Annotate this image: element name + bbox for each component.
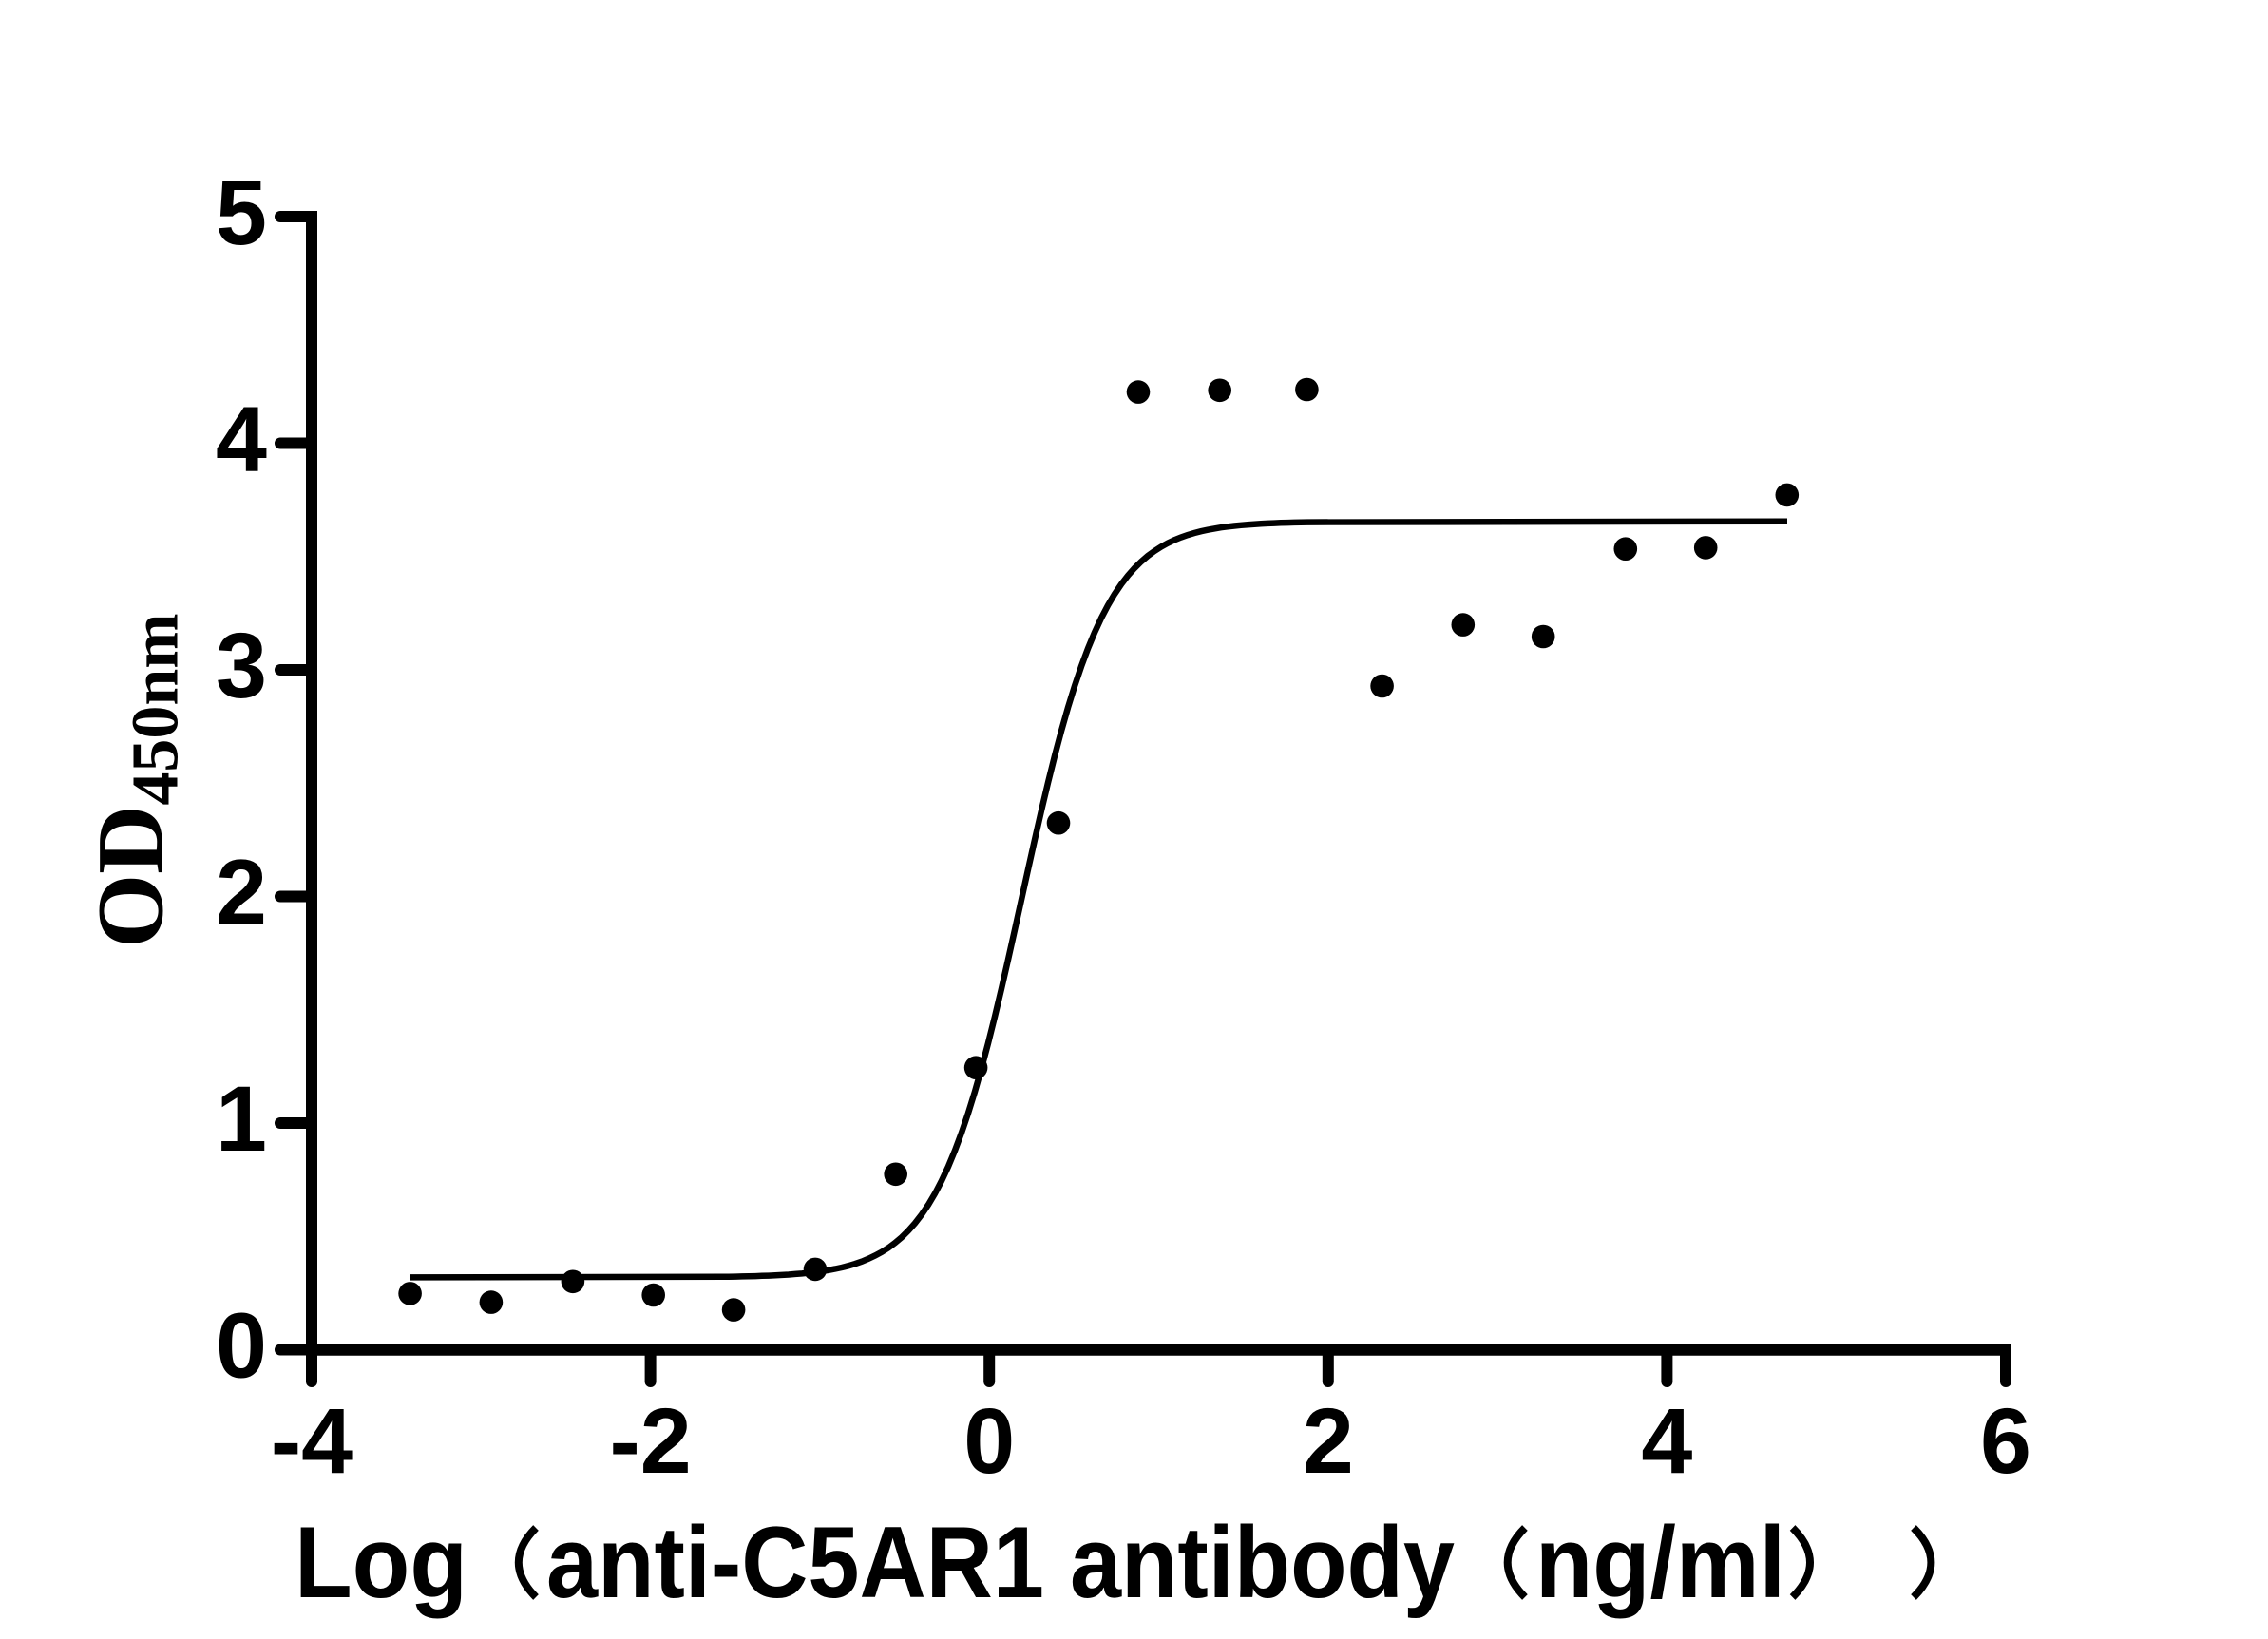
svg-text:-4: -4 (271, 1389, 353, 1493)
svg-text:6: 6 (1980, 1389, 2031, 1493)
svg-text:Log: Log (295, 1505, 467, 1619)
svg-text:anti-C5AR1 antibody: anti-C5AR1 antibody (546, 1505, 1455, 1619)
svg-text:-2: -2 (609, 1389, 691, 1493)
svg-text:4: 4 (1641, 1389, 1692, 1493)
svg-text:5: 5 (216, 161, 267, 264)
svg-text:1: 1 (216, 1067, 267, 1171)
svg-text:0: 0 (963, 1389, 1015, 1493)
svg-text:3: 3 (216, 614, 267, 717)
svg-text:4: 4 (216, 388, 267, 491)
svg-text:0: 0 (216, 1294, 267, 1398)
svg-text:2: 2 (216, 841, 267, 944)
svg-text:ng/ml: ng/ml (1535, 1505, 1785, 1619)
svg-text:2: 2 (1303, 1389, 1354, 1493)
